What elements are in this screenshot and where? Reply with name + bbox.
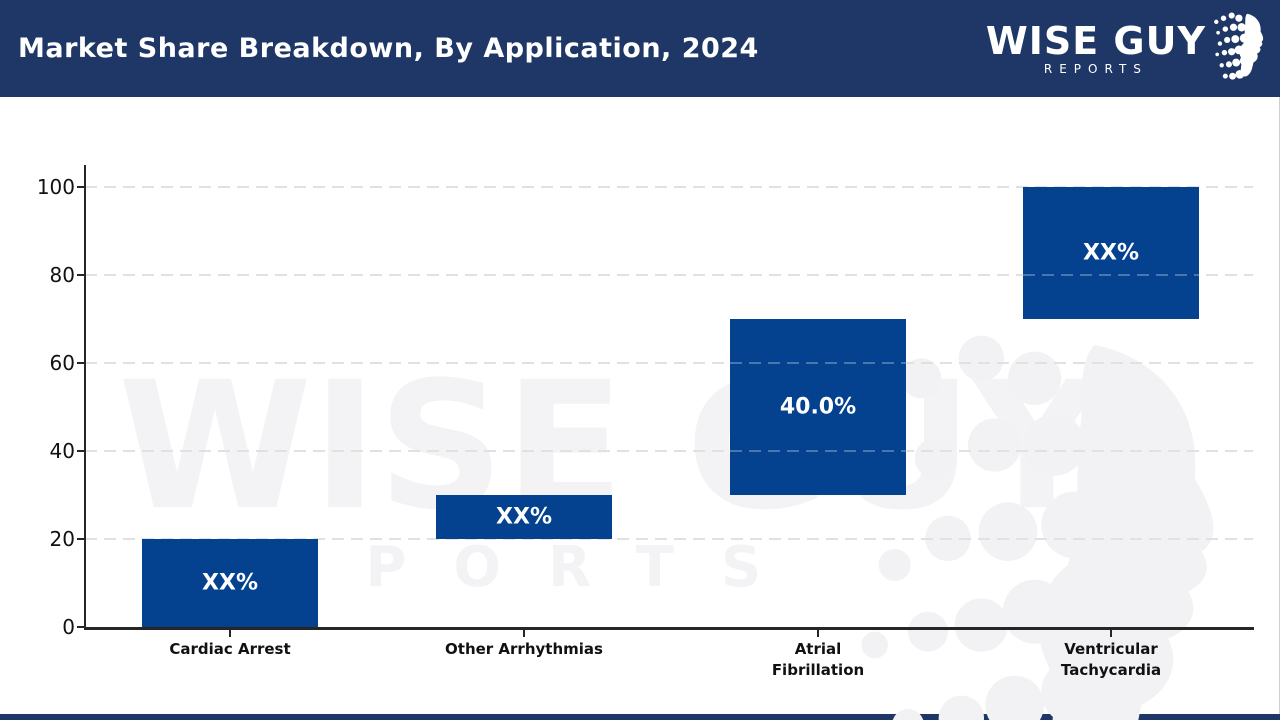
footer-strip: [0, 714, 1280, 720]
chart-area: WISE GUY REPORTS XX% XX% 40.0% XX% 0 20 40 60 8…: [0, 97, 1280, 720]
wise-guy-reports-logo: WISE GUY REPORTS: [986, 11, 1266, 87]
y-tick-40: [77, 450, 85, 452]
bar-atrial-fibrillation: 40.0%: [730, 319, 906, 495]
x-tick-cardiac-arrest: [229, 630, 231, 637]
gridline-20: [85, 538, 1253, 540]
bar-value-label: XX%: [496, 504, 552, 530]
y-tick-80: [77, 274, 85, 276]
y-tick-100: [77, 186, 85, 188]
x-axis-label-cardiac-arrest: Cardiac Arrest: [169, 640, 291, 658]
y-tick-60: [77, 362, 85, 364]
bar-value-label: XX%: [1083, 240, 1139, 266]
y-axis-spine: [84, 165, 86, 629]
logo-text: WISE GUY REPORTS: [986, 22, 1206, 75]
bar-value-label: 40.0%: [779, 394, 857, 420]
y-tick-0: [77, 626, 85, 628]
logo-wordmark: WISE GUY: [985, 19, 1206, 63]
y-tick-20: [77, 538, 85, 540]
page-title: Market Share Breakdown, By Application, …: [18, 33, 759, 64]
y-tick-label-60: 60: [49, 351, 75, 375]
header: Market Share Breakdown, By Application, …: [0, 0, 1280, 97]
x-axis-spine: [84, 627, 1254, 630]
gridline-overlay-80: [1023, 274, 1199, 276]
y-tick-label-20: 20: [49, 527, 75, 551]
gridline-overlay-40: [730, 450, 906, 452]
y-tick-label-100: 100: [36, 175, 75, 199]
x-axis-label-atrial-fibrillation: Atrial Fibrillation: [771, 640, 865, 679]
y-tick-label-40: 40: [49, 439, 75, 463]
x-tick-atrial-fibrillation: [817, 630, 819, 637]
gridline-overlay-60: [730, 362, 906, 364]
gridline-40: [85, 450, 1253, 452]
gridline-60: [85, 362, 1253, 364]
bar-cardiac-arrest: XX%: [142, 539, 318, 627]
bar-value-label: XX%: [202, 570, 258, 596]
gridline-100: [85, 186, 1253, 188]
x-axis-label-ventricular-tachycardia: Ventricular Tachycardia: [1060, 640, 1162, 679]
y-tick-label-80: 80: [49, 263, 75, 287]
logo-subtitle: REPORTS: [1043, 62, 1148, 76]
bar-ventricular-tachycardia: XX%: [1023, 187, 1199, 319]
x-tick-other-arrhythmias: [523, 630, 525, 637]
face-profile-dots-icon: [1214, 11, 1264, 80]
gridline-80: [85, 274, 1253, 276]
bar-other-arrhythmias: XX%: [436, 495, 612, 539]
x-axis-label-other-arrhythmias: Other Arrhythmias: [445, 640, 603, 658]
y-tick-label-0: 0: [62, 615, 75, 639]
x-tick-ventricular-tachycardia: [1110, 630, 1112, 637]
